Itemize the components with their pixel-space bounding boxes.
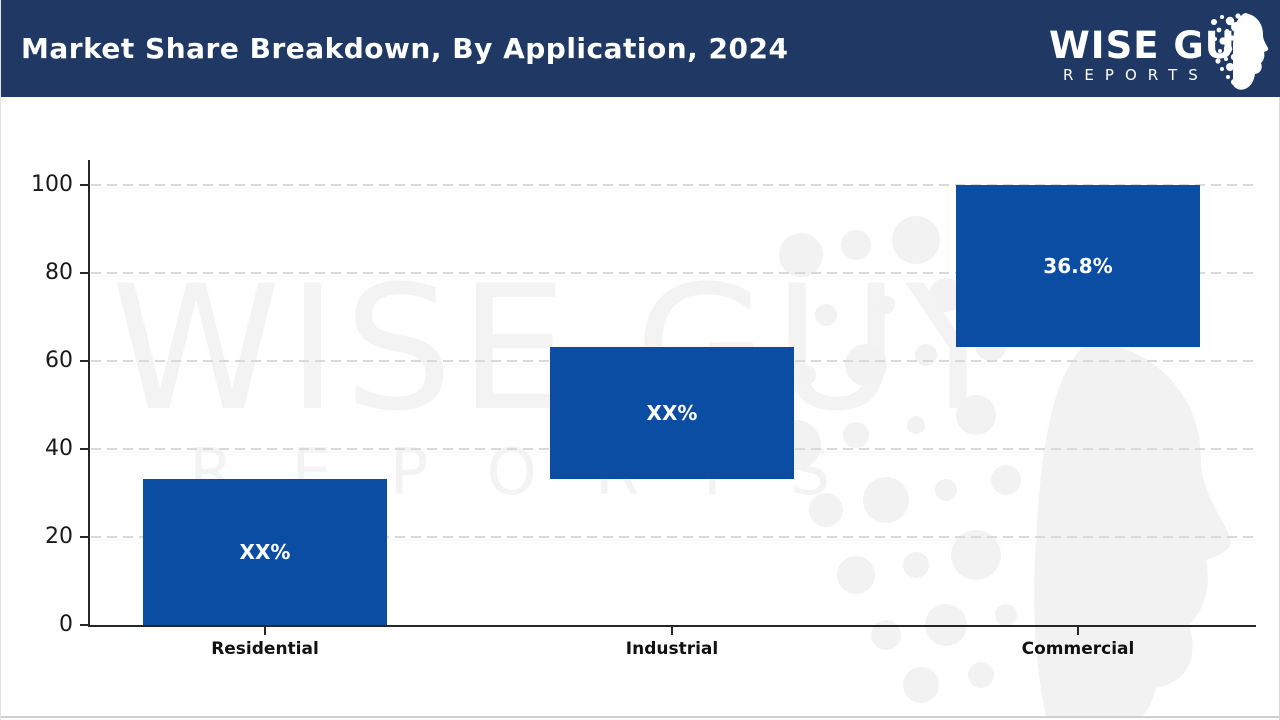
page-title: Market Share Breakdown, By Application, …	[21, 32, 789, 65]
bar-value-label: XX%	[239, 539, 291, 564]
x-tick-0	[264, 627, 266, 635]
y-tick-40	[80, 448, 88, 450]
footer-divider	[1, 716, 1280, 718]
y-tick-label-80: 80	[45, 260, 73, 285]
bar-commercial: 36.8%	[956, 185, 1200, 347]
wiseguy-face-icon	[1210, 13, 1269, 90]
y-tick-label-0: 0	[59, 612, 73, 637]
category-label-residential: Residential	[211, 639, 319, 659]
gridline-100	[91, 184, 1254, 186]
bar-value-label: 36.8%	[1043, 253, 1113, 278]
gridline-20	[91, 536, 1254, 538]
logo-subtitle: REPORTS	[1063, 66, 1209, 84]
gridline-80	[91, 272, 1254, 274]
y-tick-label-20: 20	[45, 524, 73, 549]
category-label-industrial: Industrial	[625, 639, 719, 659]
y-tick-100	[80, 184, 88, 186]
x-tick-1	[671, 627, 673, 635]
x-tick-2	[1077, 627, 1079, 635]
wiseguy-logo: WISE GUY REPORTS	[1017, 8, 1269, 90]
bar-industrial: XX%	[550, 346, 794, 479]
x-axis-line	[88, 625, 1256, 627]
bar-value-label: XX%	[646, 400, 698, 425]
y-tick-label-40: 40	[45, 436, 73, 461]
chart-plot-area: 0 20 40 60 80 100 XX% Residential XX% Industrial 3…	[1, 97, 1280, 720]
y-tick-20	[80, 536, 88, 538]
y-tick-label-100: 100	[31, 172, 73, 197]
y-axis-line	[88, 160, 90, 627]
y-tick-80	[80, 272, 88, 274]
y-tick-0	[80, 624, 88, 626]
bar-residential: XX%	[143, 478, 387, 625]
y-tick-label-60: 60	[45, 348, 73, 373]
y-tick-60	[80, 360, 88, 362]
header-bar: Market Share Breakdown, By Application, …	[1, 0, 1280, 97]
category-label-commercial: Commercial	[1021, 639, 1135, 659]
